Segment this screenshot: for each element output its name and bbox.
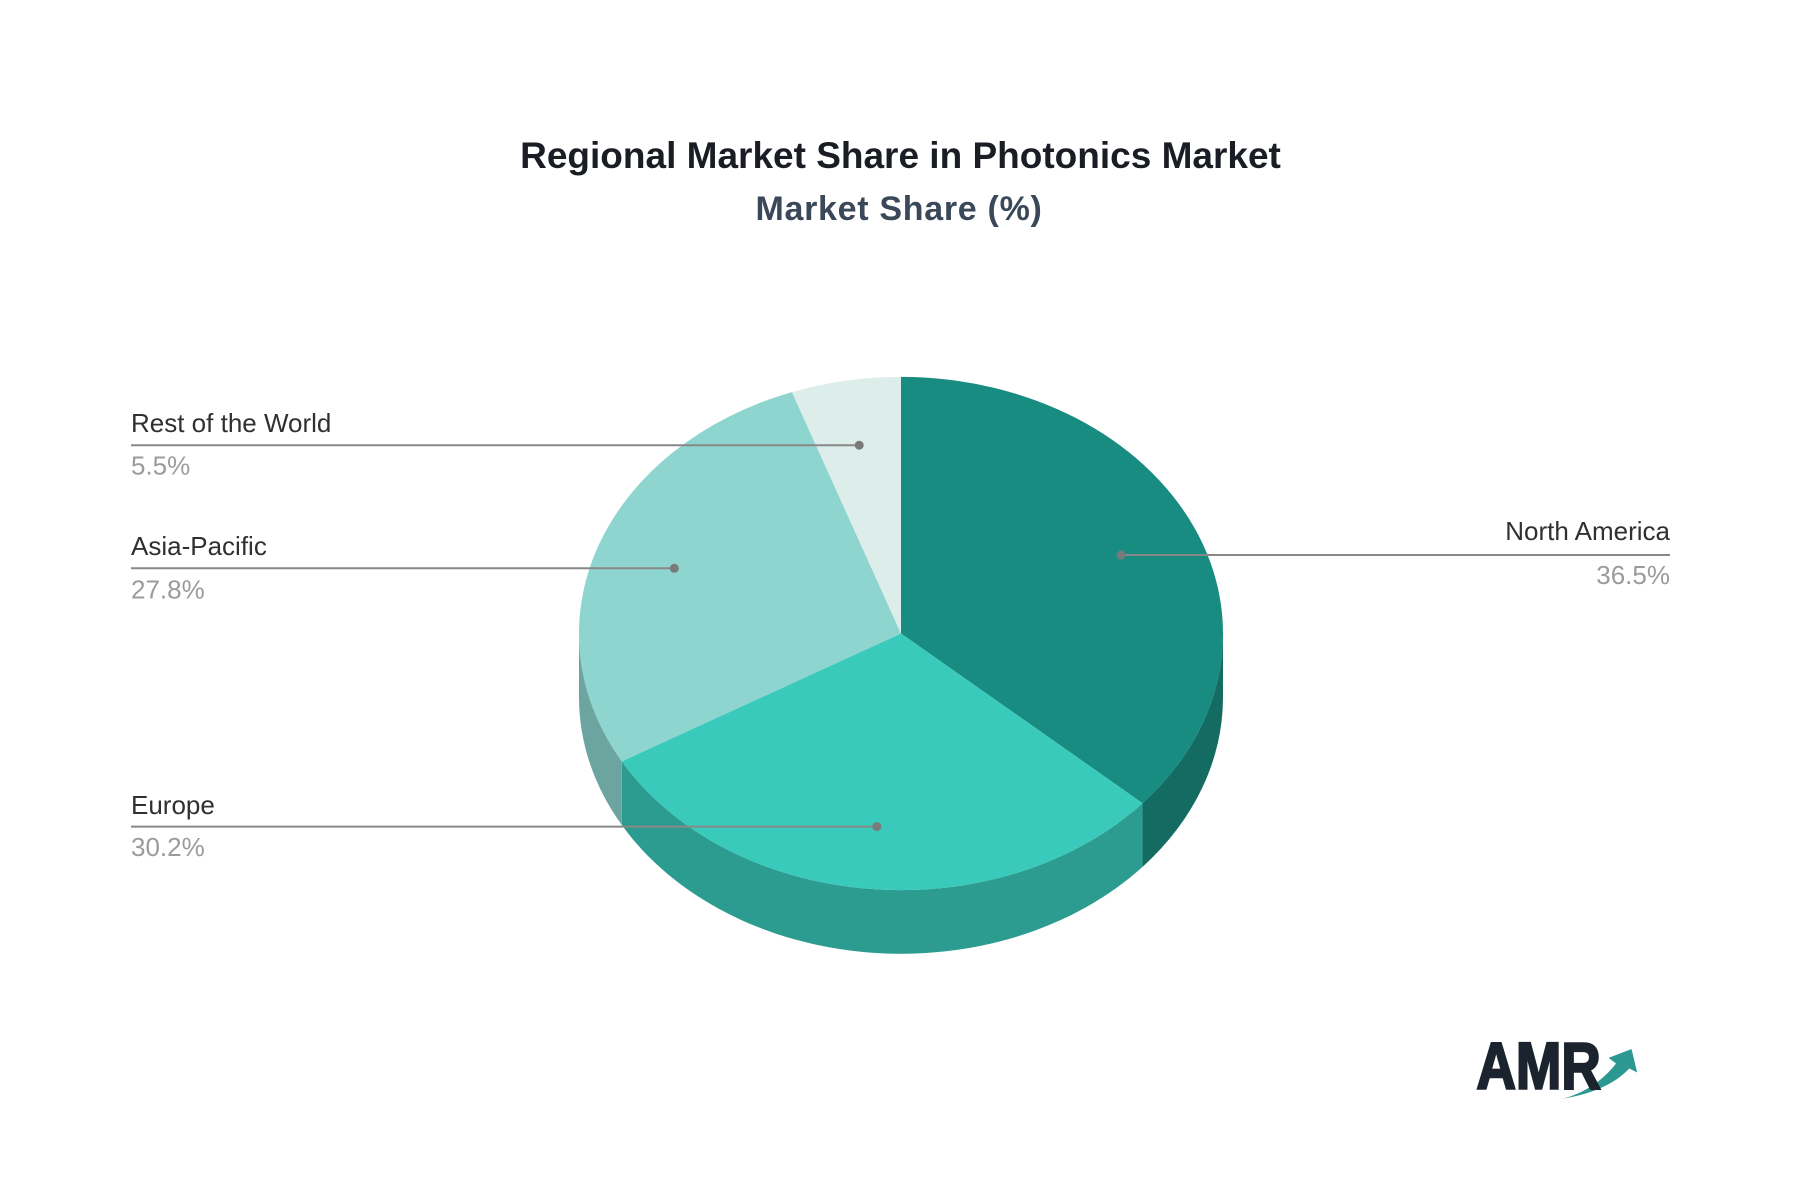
svg-text:Europe: Europe (131, 790, 215, 820)
svg-text:30.2%: 30.2% (131, 832, 205, 862)
svg-text:5.5%: 5.5% (131, 451, 190, 481)
svg-text:36.5%: 36.5% (1596, 560, 1670, 590)
svg-text:Asia-Pacific: Asia-Pacific (131, 531, 267, 561)
svg-text:AMR: AMR (1477, 1029, 1601, 1103)
svg-text:Regional Market Share in Photo: Regional Market Share in Photonics Marke… (520, 135, 1281, 176)
svg-text:27.8%: 27.8% (131, 574, 205, 604)
svg-text:Rest of the World: Rest of the World (131, 408, 331, 438)
svg-text:North America: North America (1505, 516, 1670, 546)
svg-text:Market Share (%): Market Share (%) (755, 190, 1042, 228)
